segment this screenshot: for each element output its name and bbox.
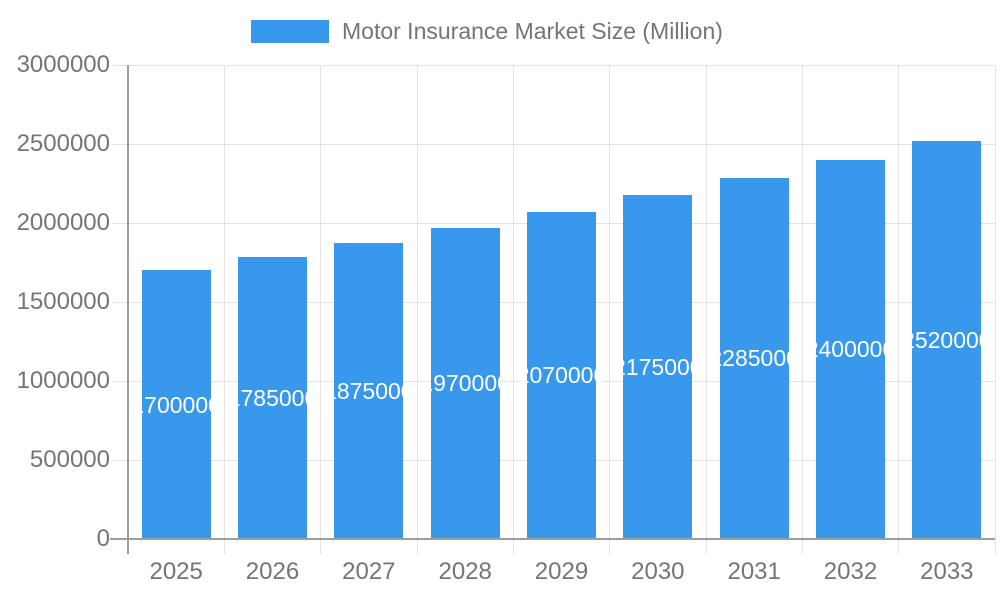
x-tick-label: 2027 [342,558,396,585]
x-axis-tick [705,539,707,554]
y-tick-label: 2500000 [16,130,110,157]
y-tick-label: 2000000 [16,209,110,236]
gridline-horizontal [128,143,995,145]
gridline-vertical [994,65,996,539]
x-axis-tick [512,539,514,554]
x-axis-tick [994,539,996,554]
gridline-vertical [609,65,611,539]
bar-value-label: 2520000 [902,326,992,353]
gridline-vertical [320,65,322,539]
x-tick-label: 2033 [920,558,974,585]
y-axis-tick [112,459,128,461]
y-tick-label: 1500000 [16,288,110,315]
y-axis-tick [112,222,128,224]
bar [816,159,885,539]
bar-value-label: 1970000 [420,370,510,397]
legend-item[interactable]: Motor Insurance Market Size (Million) [251,18,723,45]
y-tick-label: 1000000 [16,367,110,394]
bar [430,227,500,539]
x-tick-label: 2025 [149,558,203,585]
bar [141,270,211,539]
x-axis-tick [416,539,418,554]
x-axis-tick [320,539,322,554]
y-axis-tick [112,301,128,303]
bar [334,242,404,539]
y-axis-line [127,65,129,554]
bar [719,177,789,539]
x-axis-tick [898,539,900,554]
x-tick-label: 2031 [727,558,781,585]
x-axis-tick [609,539,611,554]
bar [527,211,596,539]
y-axis-tick [112,64,128,66]
bar-value-label: 2285000 [709,345,799,372]
y-tick-label: 3000000 [16,51,110,78]
x-tick-label: 2029 [534,558,589,585]
gridline-horizontal [128,64,995,66]
y-tick-label: 0 [96,525,110,552]
gridline-vertical [705,65,707,539]
bar-value-label: 1875000 [324,377,414,404]
x-axis-tick [223,539,225,554]
bar-value-label: 2070000 [516,362,607,389]
bar [238,256,307,539]
legend-swatch [251,20,329,43]
gridline-vertical [801,65,803,539]
bar-value-label: 2400000 [805,336,896,363]
bar [912,140,982,539]
gridline-vertical [898,65,900,539]
gridline-vertical [223,65,225,539]
x-tick-label: 2026 [245,558,300,585]
x-tick-label: 2030 [631,558,685,585]
bar-value-label: 1700000 [131,391,221,418]
x-tick-label: 2032 [823,558,878,585]
y-axis-tick [112,143,128,145]
x-axis-tick [801,539,803,554]
x-axis-line [110,538,995,540]
y-axis-tick [112,380,128,382]
bar [623,195,693,539]
gridline-vertical [512,65,514,539]
legend-label: Motor Insurance Market Size (Million) [342,18,723,44]
bar-value-label: 1785000 [227,384,318,411]
x-tick-label: 2028 [438,558,492,585]
bar-value-label: 2175000 [613,354,703,381]
y-tick-label: 500000 [29,446,110,473]
gridline-vertical [416,65,418,539]
